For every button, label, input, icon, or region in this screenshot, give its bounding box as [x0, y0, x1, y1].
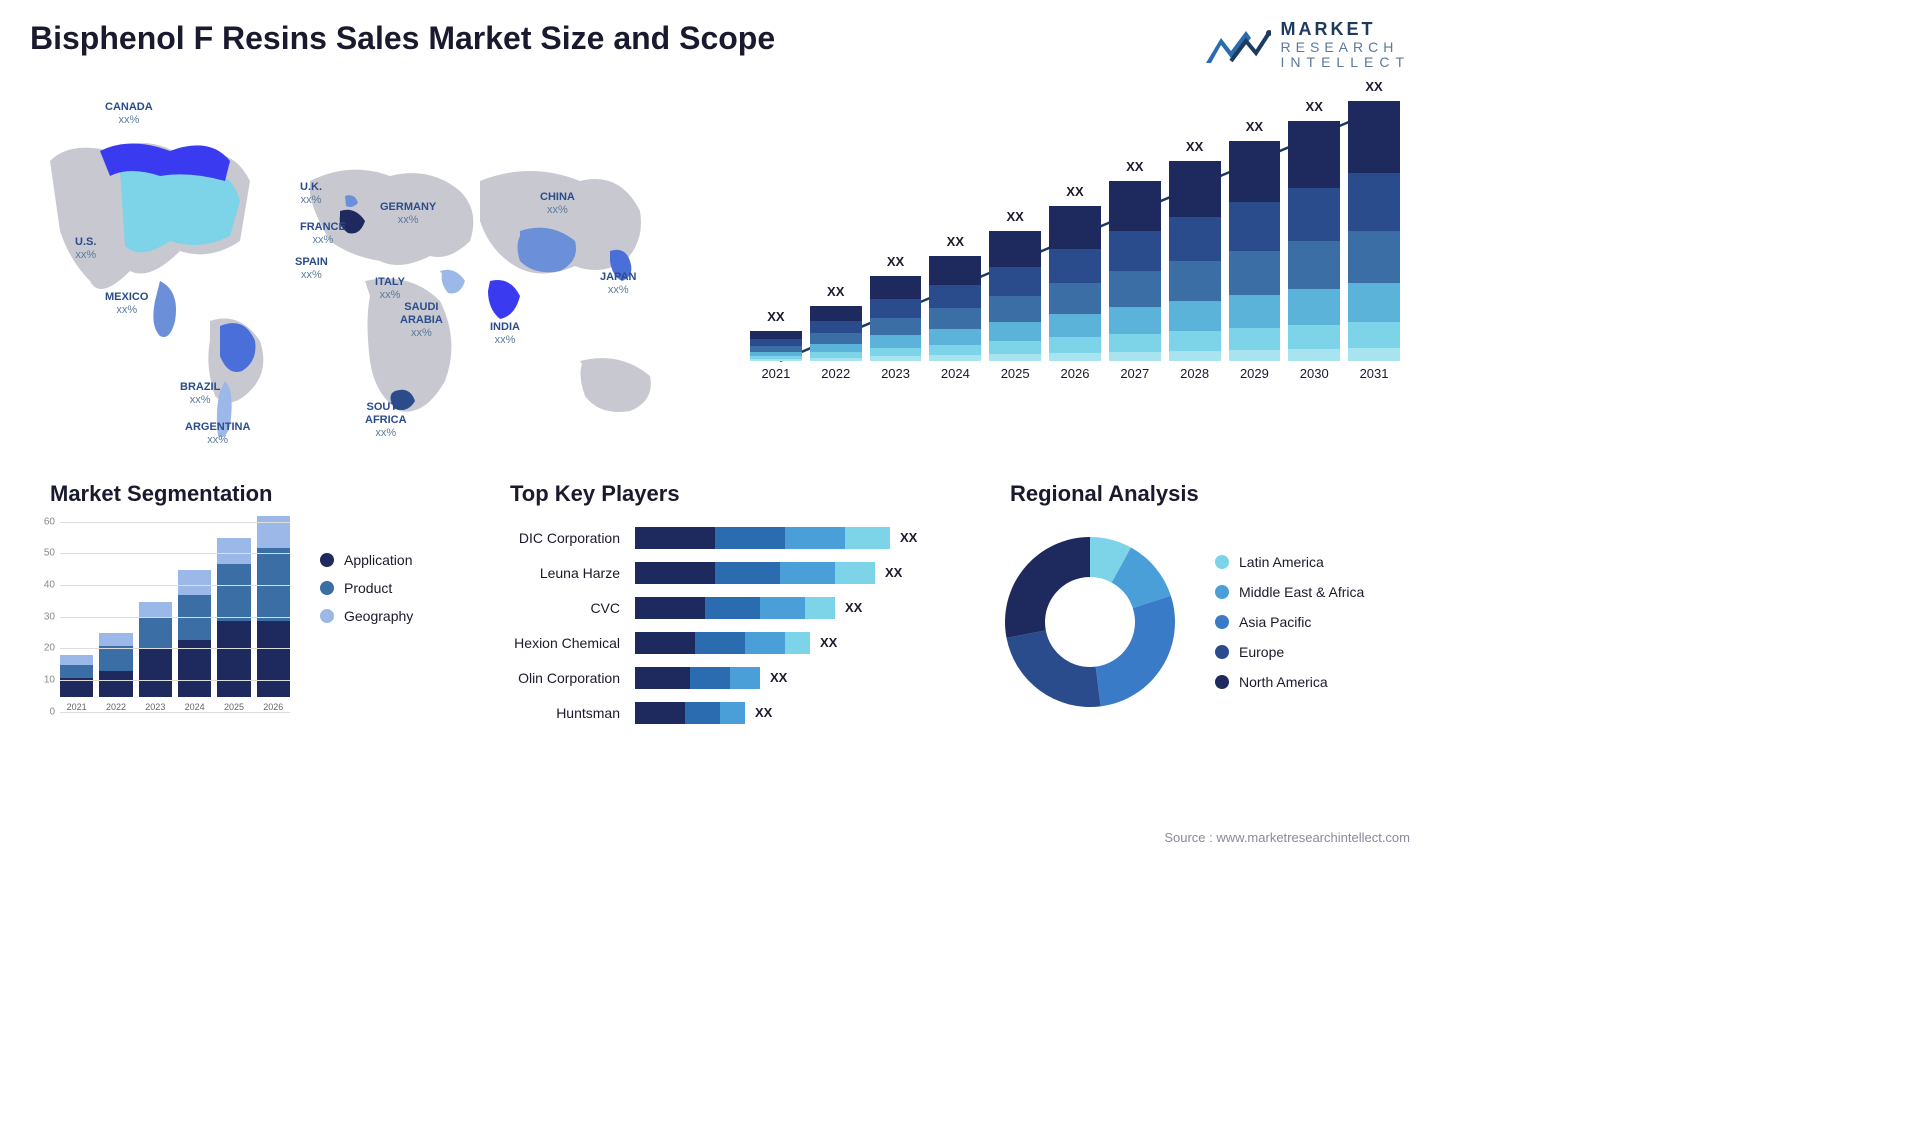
- logo: MARKET RESEARCH INTELLECT: [1201, 20, 1410, 71]
- forecast-year: 2030: [1300, 366, 1329, 381]
- map-label-japan: JAPANxx%: [600, 271, 636, 297]
- forecast-chart: XX2021XX2022XX2023XX2024XX2025XX2026XX20…: [740, 81, 1410, 451]
- forecast-bar-2029: XX2029: [1229, 141, 1281, 381]
- player-name: Leuna Harze: [490, 562, 620, 584]
- logo-icon: [1201, 23, 1271, 68]
- forecast-bar-label: XX: [1365, 79, 1382, 94]
- forecast-bar-2021: XX2021: [750, 331, 802, 381]
- player-name: Olin Corporation: [490, 667, 620, 689]
- player-bar-row: XX: [635, 667, 970, 689]
- map-label-argentina: ARGENTINAxx%: [185, 421, 250, 447]
- forecast-bar-2030: XX2030: [1288, 121, 1340, 381]
- map-label-germany: GERMANYxx%: [380, 201, 436, 227]
- regional-legend-item: Asia Pacific: [1215, 614, 1364, 630]
- forecast-year: 2025: [1001, 366, 1030, 381]
- forecast-year: 2026: [1061, 366, 1090, 381]
- seg-legend-item: Application: [320, 552, 413, 568]
- player-bar-row: XX: [635, 632, 970, 654]
- regional-legend-item: Middle East & Africa: [1215, 584, 1364, 600]
- forecast-bar-label: XX: [767, 309, 784, 324]
- forecast-bar-label: XX: [887, 254, 904, 269]
- seg-bar-2023: 2023: [139, 602, 172, 712]
- map-label-canada: CANADAxx%: [105, 101, 153, 127]
- forecast-year: 2031: [1360, 366, 1389, 381]
- map-label-uk: U.K.xx%: [300, 181, 322, 207]
- forecast-year: 2023: [881, 366, 910, 381]
- player-bar-row: XX: [635, 527, 970, 549]
- forecast-bar-label: XX: [1066, 184, 1083, 199]
- logo-text-1: MARKET: [1281, 20, 1410, 40]
- seg-bar-2022: 2022: [99, 633, 132, 711]
- map-label-italy: ITALYxx%: [375, 276, 405, 302]
- logo-text-2: RESEARCH: [1281, 40, 1410, 55]
- seg-bar-2026: 2026: [257, 516, 290, 712]
- forecast-bar-2022: XX2022: [810, 306, 862, 381]
- forecast-bar-2027: XX2027: [1109, 181, 1161, 381]
- regional-donut: [990, 522, 1190, 722]
- forecast-bar-2026: XX2026: [1049, 206, 1101, 381]
- forecast-year: 2028: [1180, 366, 1209, 381]
- logo-text-3: INTELLECT: [1281, 55, 1410, 70]
- source-text: Source : www.marketresearchintellect.com: [1164, 830, 1410, 845]
- player-name: Huntsman: [490, 702, 620, 724]
- forecast-bar-2028: XX2028: [1169, 161, 1221, 381]
- donut-segment: [1096, 595, 1175, 706]
- forecast-year: 2021: [761, 366, 790, 381]
- map-label-brazil: BRAZILxx%: [180, 381, 220, 407]
- map-label-spain: SPAINxx%: [295, 256, 328, 282]
- forecast-bar-2024: XX2024: [929, 256, 981, 381]
- seg-legend-item: Geography: [320, 608, 413, 624]
- forecast-bar-2031: XX2031: [1348, 101, 1400, 381]
- player-name: DIC Corporation: [490, 527, 620, 549]
- forecast-year: 2022: [821, 366, 850, 381]
- forecast-bar-label: XX: [1006, 209, 1023, 224]
- donut-segment: [1005, 537, 1090, 638]
- map-label-india: INDIAxx%: [490, 321, 520, 347]
- regional-legend-item: Europe: [1215, 644, 1364, 660]
- regional-legend-item: Latin America: [1215, 554, 1364, 570]
- map-label-saudiarabia: SAUDIARABIAxx%: [400, 301, 443, 341]
- player-bar-row: XX: [635, 702, 970, 724]
- seg-legend-item: Product: [320, 580, 413, 596]
- seg-bar-2021: 2021: [60, 655, 93, 711]
- segmentation-chart: 0102030405060 202120222023202420252026: [30, 522, 290, 752]
- map-label-mexico: MEXICOxx%: [105, 291, 148, 317]
- forecast-year: 2027: [1120, 366, 1149, 381]
- map-label-southafrica: SOUTHAFRICAxx%: [365, 401, 407, 441]
- forecast-bar-label: XX: [1306, 99, 1323, 114]
- map-label-france: FRANCExx%: [300, 221, 346, 247]
- forecast-bar-label: XX: [1126, 159, 1143, 174]
- regional-legend-item: North America: [1215, 674, 1364, 690]
- segmentation-legend: Application Product Geography: [320, 522, 413, 624]
- players-title: Top Key Players: [510, 481, 970, 507]
- regional-legend: Latin America Middle East & Africa Asia Pa…: [1215, 554, 1364, 690]
- player-bar-row: XX: [635, 597, 970, 619]
- forecast-bar-2023: XX2023: [870, 276, 922, 381]
- map-svg: [30, 81, 710, 451]
- map-label-china: CHINAxx%: [540, 191, 575, 217]
- donut-segment: [1007, 630, 1101, 707]
- page-title: Bisphenol F Resins Sales Market Size and…: [30, 20, 775, 57]
- forecast-bar-label: XX: [1246, 119, 1263, 134]
- seg-bar-2025: 2025: [217, 538, 250, 711]
- player-name: Hexion Chemical: [490, 632, 620, 654]
- forecast-bar-label: XX: [1186, 139, 1203, 154]
- world-map: CANADAxx% U.S.xx% MEXICOxx% BRAZILxx% ARGENT…: [30, 81, 710, 451]
- player-name: CVC: [490, 597, 620, 619]
- players-section: Top Key Players DIC Corporation Leuna Har…: [490, 481, 970, 752]
- player-bar-row: XX: [635, 562, 970, 584]
- seg-bar-2024: 2024: [178, 570, 211, 712]
- segmentation-section: Market Segmentation 0102030405060 202120…: [30, 481, 470, 752]
- map-label-us: U.S.xx%: [75, 236, 96, 262]
- forecast-bar-label: XX: [947, 234, 964, 249]
- regional-section: Regional Analysis Latin America Middle Ea…: [990, 481, 1410, 752]
- forecast-year: 2024: [941, 366, 970, 381]
- segmentation-title: Market Segmentation: [50, 481, 470, 507]
- forecast-bar-2025: XX2025: [989, 231, 1041, 381]
- forecast-bar-label: XX: [827, 284, 844, 299]
- regional-title: Regional Analysis: [1010, 481, 1410, 507]
- forecast-year: 2029: [1240, 366, 1269, 381]
